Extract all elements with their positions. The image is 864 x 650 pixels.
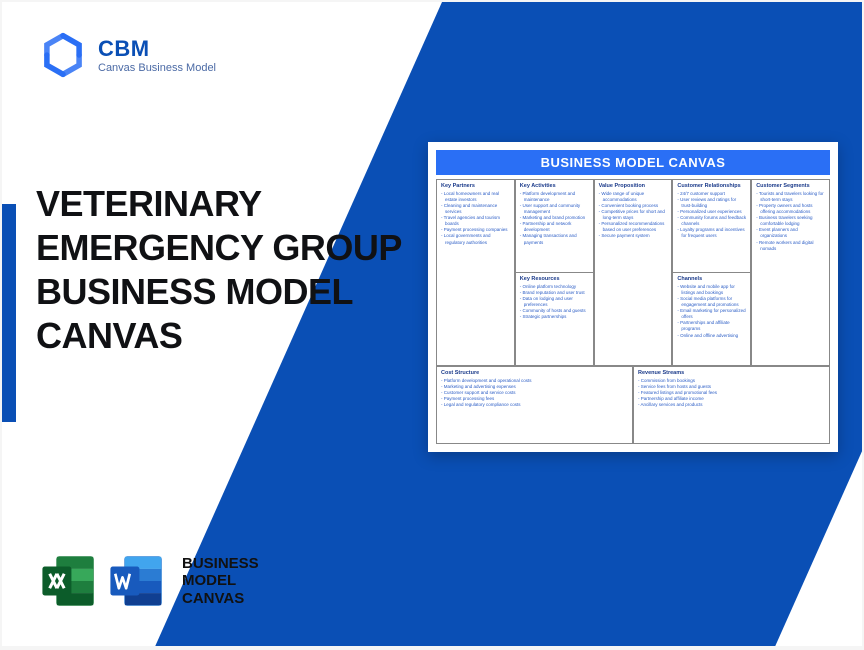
list-item: Travel agencies and tourism boards xyxy=(441,215,510,227)
list-item: Online and offline advertising xyxy=(677,333,746,339)
list-item: Legal and regulatory compliance costs xyxy=(441,402,628,408)
list-item: User reviews and ratings for trust-build… xyxy=(677,197,746,209)
list-item: User support and community management xyxy=(520,203,589,215)
page-container: CBM Canvas Business Model VETERINARY EME… xyxy=(2,2,862,646)
word-icon xyxy=(108,552,166,610)
block-revenue-streams: Revenue Streams Commission from bookings… xyxy=(634,367,829,443)
page-title: VETERINARY EMERGENCY GROUP BUSINESS MODE… xyxy=(36,182,421,358)
list-item: Local homeowners and real estate investo… xyxy=(441,191,510,203)
list-item: Business travelers seeking comfortable l… xyxy=(756,215,825,227)
list-item: Partnership and network development xyxy=(520,221,589,233)
app-logos: BUSINESS MODEL CANVAS xyxy=(40,552,259,610)
bottom-label: BUSINESS MODEL CANVAS xyxy=(182,555,259,607)
list-item: Cleaning and maintenance services xyxy=(441,203,510,215)
canvas-grid: Key Partners Local homeowners and real e… xyxy=(436,179,830,444)
block-customer-relationships: Customer Relationships 24/7 customer sup… xyxy=(673,180,750,273)
list-item: Email marketing for personalized offers xyxy=(677,308,746,320)
list-item: Secure payment system xyxy=(599,233,668,239)
brand-logo: CBM Canvas Business Model xyxy=(40,32,216,78)
list-item: Website and mobile app for listings and … xyxy=(677,284,746,296)
list-item: Data on lodging and user preferences xyxy=(520,296,589,308)
block-key-partners: Key Partners Local homeowners and real e… xyxy=(437,180,514,365)
list-item: Platform development and maintenance xyxy=(520,191,589,203)
canvas-preview: BUSINESS MODEL CANVAS Key Partners Local… xyxy=(428,142,838,452)
list-item: Strategic partnerships xyxy=(520,314,589,320)
list-item: Local governments and regulatory authori… xyxy=(441,233,510,245)
list-item: Ancillary services and products xyxy=(638,402,825,408)
list-item: Remote workers and digital nomads xyxy=(756,240,825,252)
list-item: Community forums and feedback channels xyxy=(677,215,746,227)
brand-subtitle: Canvas Business Model xyxy=(98,62,216,74)
block-channels: Channels Website and mobile app for list… xyxy=(673,273,750,365)
block-value-proposition: Value Proposition Wide range of unique a… xyxy=(595,180,672,365)
list-item: Personalized recommendations based on us… xyxy=(599,221,668,233)
excel-icon xyxy=(40,552,98,610)
list-item: Event planners and organizations xyxy=(756,227,825,239)
list-item: Managing transactions and payments xyxy=(520,233,589,245)
block-key-resources: Key Resources Online platform technology… xyxy=(516,273,593,365)
block-key-activities: Key Activities Platform development and … xyxy=(516,180,593,273)
list-item: Loyalty programs and incentives for freq… xyxy=(677,227,746,239)
cbm-logo-icon xyxy=(40,32,86,78)
block-customer-segments: Customer Segments Tourists and travelers… xyxy=(752,180,829,365)
list-item: Tourists and travelers looking for short… xyxy=(756,191,825,203)
brand-name: CBM xyxy=(98,36,216,62)
list-item: Partnerships and affiliate programs xyxy=(677,320,746,332)
accent-bar xyxy=(2,204,16,422)
block-cost-structure: Cost Structure Platform development and … xyxy=(437,367,632,443)
list-item: Property owners and hosts offering accom… xyxy=(756,203,825,215)
list-item: Competitive prices for short and long-te… xyxy=(599,209,668,221)
list-item: Social media platforms for engagement an… xyxy=(677,296,746,308)
canvas-title: BUSINESS MODEL CANVAS xyxy=(436,150,830,175)
list-item: Wide range of unique accommodations xyxy=(599,191,668,203)
